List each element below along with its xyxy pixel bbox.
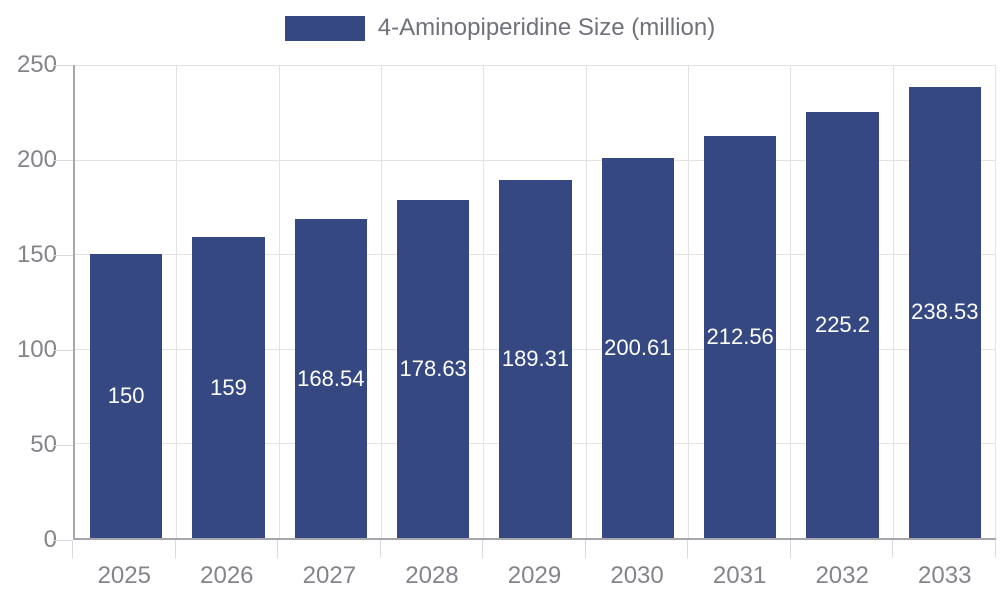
y-axis-tick xyxy=(53,445,73,446)
gridline-vertical xyxy=(176,65,178,538)
x-axis-tick xyxy=(379,540,381,558)
gridline-vertical xyxy=(995,65,996,538)
x-axis-label: 2025 xyxy=(97,562,151,589)
x-axis-label: 2029 xyxy=(507,562,562,589)
x-axis-tick xyxy=(892,540,894,558)
legend-item[interactable]: 4-Aminopiperidine Size (million) xyxy=(284,14,716,42)
bar-value-label: 159 xyxy=(210,374,247,400)
x-axis-tick xyxy=(789,540,791,558)
x-axis-tick xyxy=(72,540,73,558)
gridline-vertical xyxy=(585,65,587,538)
x-axis-label: 2028 xyxy=(405,562,459,589)
gridline-vertical xyxy=(892,65,894,538)
y-axis-tick xyxy=(53,540,73,541)
y-axis-tick xyxy=(53,160,73,161)
x-axis-label: 2033 xyxy=(918,562,972,589)
gridline-horizontal xyxy=(75,159,996,161)
bar-value-label: 168.54 xyxy=(297,365,365,391)
legend-label: 4-Aminopiperidine Size (million) xyxy=(377,14,716,41)
bar-value-label: 212.56 xyxy=(706,323,774,349)
y-axis: 0 50 100 150 200 250 xyxy=(0,51,73,553)
bar[interactable]: 150 xyxy=(89,254,163,538)
bar[interactable]: 168.54 xyxy=(294,219,368,538)
y-axis-tick xyxy=(53,255,73,256)
y-axis-label: 200 xyxy=(16,146,57,173)
bar-value-label: 189.31 xyxy=(501,345,570,371)
x-axis-tick xyxy=(584,540,586,558)
gridline-horizontal xyxy=(75,65,996,66)
bar-value-label: 238.53 xyxy=(911,299,979,325)
x-axis-label: 2030 xyxy=(610,562,664,589)
x-axis-tick xyxy=(174,540,176,558)
bar-value-label: 200.61 xyxy=(604,335,672,361)
y-axis-label: 50 xyxy=(30,431,57,458)
gridline-vertical xyxy=(380,65,382,538)
x-axis-tick xyxy=(482,540,484,558)
legend-swatch-icon xyxy=(284,15,365,41)
bar[interactable]: 159 xyxy=(192,237,265,538)
bar[interactable]: 225.2 xyxy=(806,111,879,538)
bar-value-label: 150 xyxy=(107,383,145,409)
x-axis-label: 2032 xyxy=(815,562,869,589)
y-axis-tick xyxy=(53,65,73,66)
gridline-vertical xyxy=(483,65,485,538)
x-axis-label: 2031 xyxy=(712,562,767,589)
bar-value-label: 225.2 xyxy=(814,311,871,337)
legend: 4-Aminopiperidine Size (million) xyxy=(0,0,1000,42)
x-axis-label: 2027 xyxy=(302,562,357,589)
y-axis-label: 100 xyxy=(16,336,57,363)
x-axis-tick xyxy=(687,540,689,558)
bar[interactable]: 238.53 xyxy=(908,86,982,538)
bar-value-label: 178.63 xyxy=(399,356,467,382)
gridline-vertical xyxy=(790,65,792,538)
gridline-vertical xyxy=(687,65,689,538)
bar[interactable]: 200.61 xyxy=(601,158,675,538)
x-axis-tick xyxy=(995,540,996,558)
bar[interactable]: 189.31 xyxy=(499,179,572,538)
y-axis-tick xyxy=(53,350,73,351)
bar[interactable]: 212.56 xyxy=(703,135,777,538)
bar[interactable]: 178.63 xyxy=(396,200,470,538)
x-axis: 2025 2026 2027 2028 2029 2030 2031 2032 2033 xyxy=(72,540,996,600)
y-axis-label: 0 xyxy=(43,526,57,553)
gridline-vertical xyxy=(278,65,280,538)
plot-area: 150 159 168.54 178.63 189.31 200.61 212.56 225.… xyxy=(73,65,996,540)
y-axis-label: 250 xyxy=(16,51,57,78)
x-axis-label: 2026 xyxy=(200,562,254,589)
x-axis-tick xyxy=(277,540,279,558)
y-axis-label: 150 xyxy=(16,241,57,268)
